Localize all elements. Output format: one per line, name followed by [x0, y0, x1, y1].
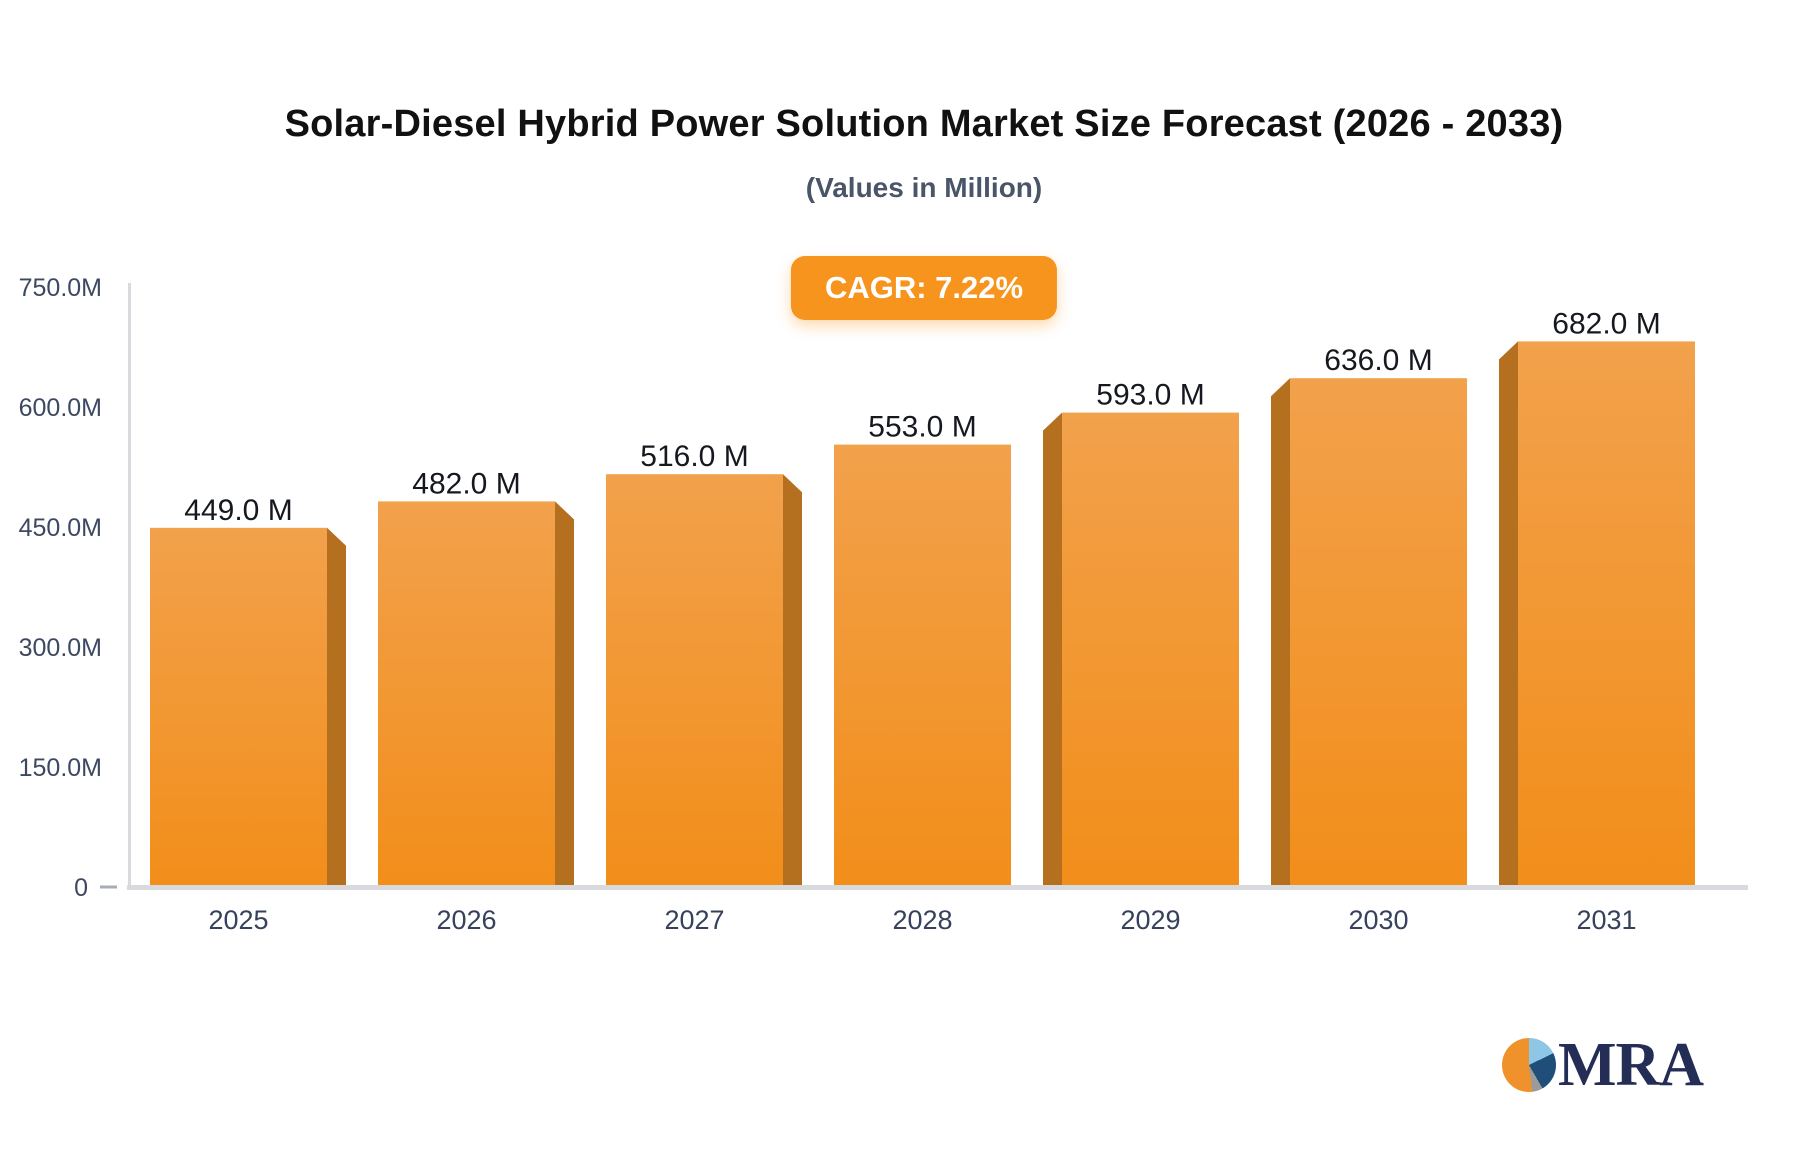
bar-value-label: 593.0 M: [1096, 379, 1204, 412]
bar-side-face: [1499, 341, 1518, 885]
cagr-badge: CAGR: 7.22%: [790, 256, 1058, 320]
x-axis-label: 2027: [664, 905, 724, 935]
bar-front-face: [150, 527, 327, 885]
y-axis-label: 150.0M: [19, 754, 102, 782]
x-axis-label: 2025: [208, 905, 268, 935]
y-axis-line: [128, 283, 131, 889]
y-axis-label: 300.0M: [19, 634, 102, 662]
bar-front-face: [1290, 378, 1467, 885]
bar-value-label: 682.0 M: [1552, 307, 1660, 340]
bar-2031[interactable]: [1499, 341, 1695, 885]
bar-value-label: 449.0 M: [184, 494, 292, 527]
mra-logo: MRA: [1502, 1031, 1704, 1099]
x-axis-label: 2026: [436, 905, 496, 935]
x-axis-line: [127, 885, 1748, 890]
bar-front-face: [378, 501, 555, 885]
bar-side-face: [555, 501, 574, 885]
bar-side-face: [783, 474, 802, 885]
mra-logo-text: MRA: [1558, 1031, 1704, 1099]
bar-front-face: [1062, 412, 1239, 885]
bar-value-label: 516.0 M: [640, 440, 748, 473]
x-axis-label: 2028: [892, 905, 952, 935]
bar-value-label: 482.0 M: [412, 467, 520, 500]
x-axis-label: 2029: [1120, 905, 1180, 935]
bar-2026[interactable]: [378, 501, 574, 885]
y-axis-label: 0: [74, 874, 88, 902]
y-axis-label: 750.0M: [19, 274, 102, 302]
bar-side-face: [327, 527, 346, 885]
bar-value-label: 553.0 M: [868, 411, 976, 444]
bar-2028[interactable]: [834, 444, 1011, 885]
bar-2030[interactable]: [1271, 378, 1467, 885]
x-axis-label: 2031: [1576, 905, 1636, 935]
bar-2029[interactable]: [1043, 412, 1239, 885]
bar-2025[interactable]: [150, 527, 346, 885]
axes: 750.0M 600.0M 450.0M 300.0M 150.0M 0: [19, 274, 1748, 902]
bar-value-label: 636.0 M: [1324, 344, 1432, 377]
zero-tick-mark: [100, 885, 117, 889]
y-axis-label: 450.0M: [19, 514, 102, 542]
chart-subtitle: (Values in Million): [805, 172, 1043, 203]
chart-title: Solar-Diesel Hybrid Power Solution Marke…: [284, 103, 1564, 145]
bar-front-face: [606, 474, 783, 885]
y-axis-label: 600.0M: [19, 394, 102, 422]
x-axis-label: 2030: [1348, 905, 1408, 935]
bar-side-face: [1271, 378, 1290, 885]
bar-2027[interactable]: [606, 474, 802, 885]
mra-logo-pie-icon: [1502, 1038, 1556, 1092]
bar-front-face: [834, 444, 1011, 885]
bar-front-face: [1518, 341, 1695, 885]
bar-side-face: [1043, 412, 1062, 885]
